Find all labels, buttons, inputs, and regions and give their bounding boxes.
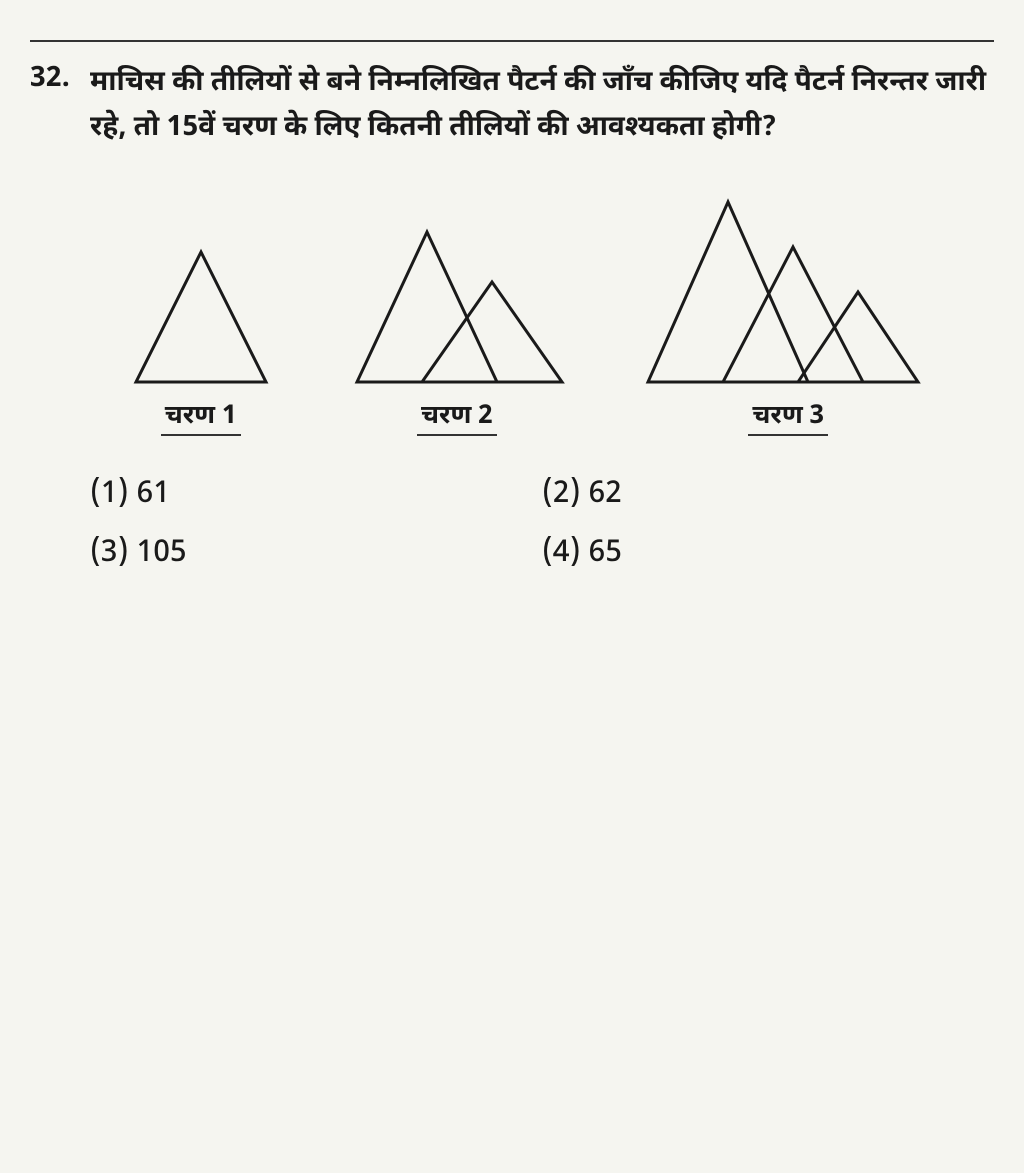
option-2[interactable]: (2) 62	[542, 476, 934, 515]
step-label-1: चरण 1	[161, 400, 241, 436]
question-container: 32. माचिस की तीलियों से बने निम्नलिखित प…	[30, 40, 994, 574]
figures-row: चरण 1 चरण 2 चरण 3	[90, 192, 974, 436]
option-1-num: (1)	[90, 476, 129, 515]
option-3[interactable]: (3) 105	[90, 535, 482, 574]
triangle-step3-icon	[638, 192, 938, 392]
option-3-num: (3)	[90, 535, 129, 574]
step-label-3: चरण 3	[748, 400, 828, 436]
option-4[interactable]: (4) 65	[542, 535, 934, 574]
option-1[interactable]: (1) 61	[90, 476, 482, 515]
question-text: माचिस की तीलियों से बने निम्नलिखित पैटर्…	[90, 62, 994, 152]
figure-step-2: चरण 2	[347, 222, 567, 436]
options-grid: (1) 61 (2) 62 (3) 105 (4) 65	[90, 476, 934, 574]
triangle-step2-icon	[347, 222, 567, 392]
figure-step-1: चरण 1	[126, 242, 276, 436]
option-4-val: 65	[589, 535, 622, 574]
option-3-val: 105	[137, 535, 187, 574]
step-label-2: चरण 2	[417, 400, 497, 436]
question-row: 32. माचिस की तीलियों से बने निम्नलिखित प…	[30, 62, 994, 152]
question-number: 32.	[30, 62, 80, 98]
figure-step-3: चरण 3	[638, 192, 938, 436]
option-1-val: 61	[137, 476, 170, 515]
option-4-num: (4)	[542, 535, 581, 574]
triangle-step1-icon	[126, 242, 276, 392]
option-2-num: (2)	[542, 476, 581, 515]
option-2-val: 62	[589, 476, 622, 515]
